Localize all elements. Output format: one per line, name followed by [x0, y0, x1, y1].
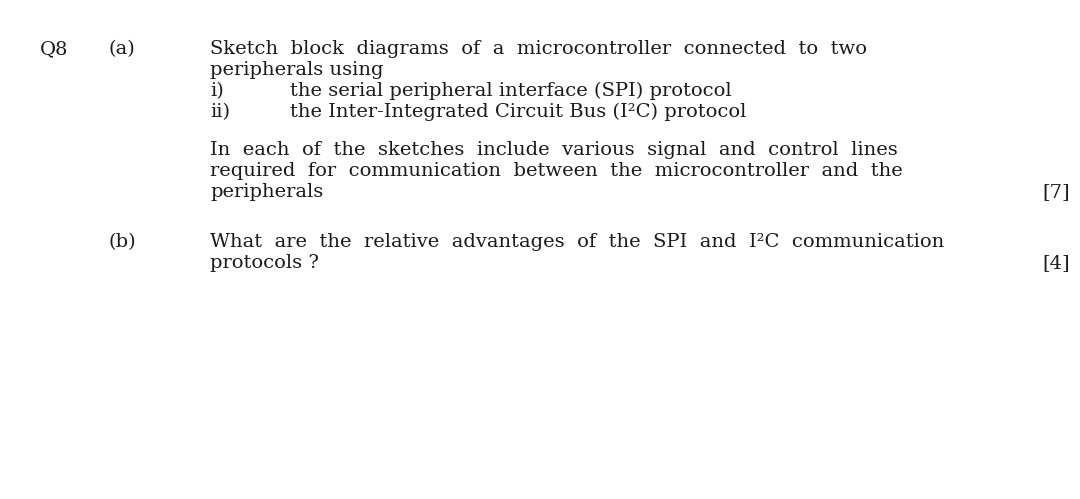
Text: In  each  of  the  sketches  include  various  signal  and  control  lines: In each of the sketches include various … — [210, 141, 897, 159]
Text: peripherals: peripherals — [210, 183, 323, 201]
Text: i): i) — [210, 82, 224, 100]
Text: (a): (a) — [108, 40, 135, 58]
Text: [4]: [4] — [1042, 254, 1069, 272]
Text: the serial peripheral interface (SPI) protocol: the serial peripheral interface (SPI) pr… — [291, 82, 731, 100]
Text: (b): (b) — [108, 233, 136, 251]
Text: peripherals using: peripherals using — [210, 61, 383, 79]
Text: [7]: [7] — [1042, 183, 1069, 201]
Text: Q8: Q8 — [40, 40, 68, 58]
Text: the Inter-Integrated Circuit Bus (I²C) protocol: the Inter-Integrated Circuit Bus (I²C) p… — [291, 103, 746, 121]
Text: protocols ?: protocols ? — [210, 254, 319, 272]
Text: Sketch  block  diagrams  of  a  microcontroller  connected  to  two: Sketch block diagrams of a microcontroll… — [210, 40, 867, 58]
Text: required  for  communication  between  the  microcontroller  and  the: required for communication between the m… — [210, 162, 903, 180]
Text: What  are  the  relative  advantages  of  the  SPI  and  I²C  communication: What are the relative advantages of the … — [210, 233, 944, 251]
Text: ii): ii) — [210, 103, 230, 121]
